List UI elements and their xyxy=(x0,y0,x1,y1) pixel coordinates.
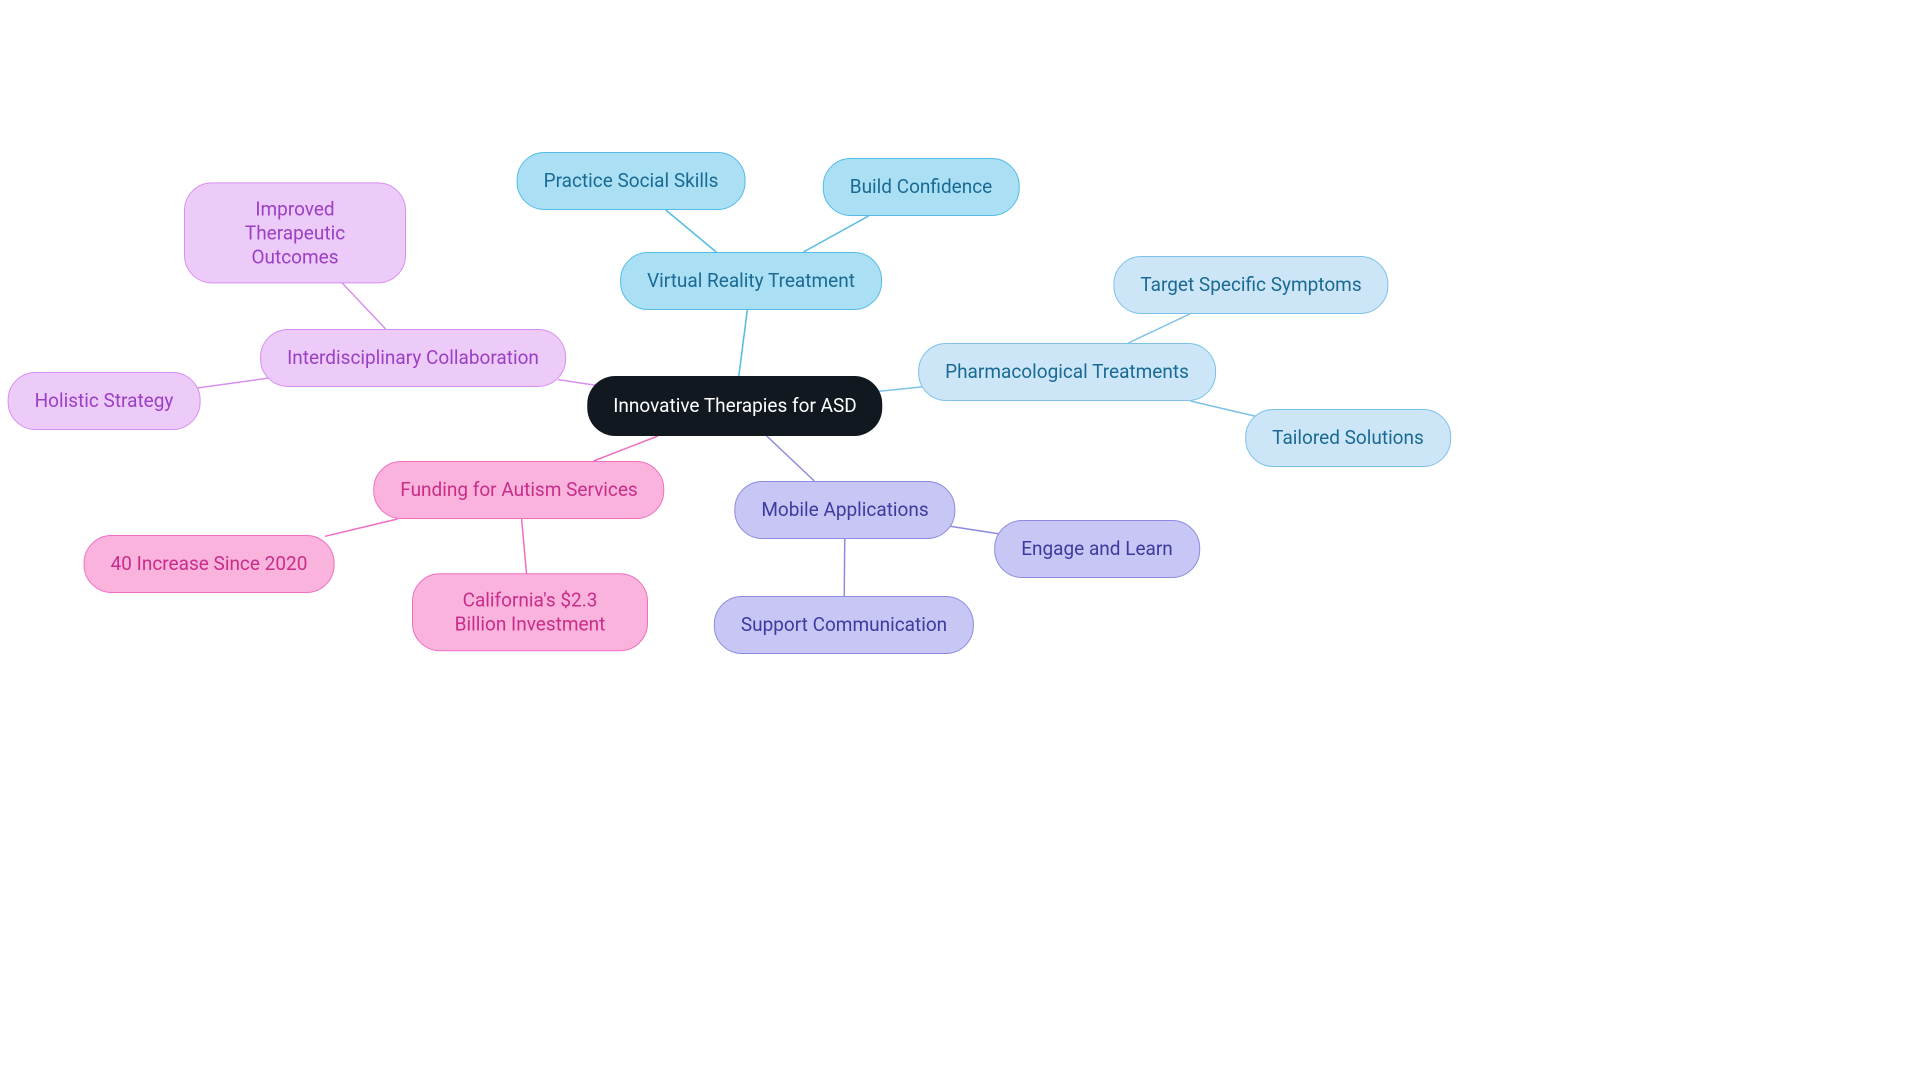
node-mobile-engage: Engage and Learn xyxy=(994,520,1200,578)
node-funding-california: California's $2.3 Billion Investment xyxy=(412,573,648,651)
node-root: Innovative Therapies for ASD xyxy=(587,376,882,436)
node-label: 40 Increase Since 2020 xyxy=(111,552,308,576)
node-interdisciplinary: Interdisciplinary Collaboration xyxy=(260,329,566,387)
node-label: Holistic Strategy xyxy=(35,389,174,413)
mindmap-canvas: Innovative Therapies for ASD Virtual Rea… xyxy=(0,0,1920,1083)
node-label: Virtual Reality Treatment xyxy=(647,269,855,293)
node-pharma-target: Target Specific Symptoms xyxy=(1113,256,1388,314)
node-funding-40: 40 Increase Since 2020 xyxy=(84,535,335,593)
node-label: Improved Therapeutic Outcomes xyxy=(211,197,379,268)
node-label: California's $2.3 Billion Investment xyxy=(439,588,621,636)
node-label: Pharmacological Treatments xyxy=(945,360,1189,384)
node-mobile-communication: Support Communication xyxy=(714,596,974,654)
node-pharma-tailored: Tailored Solutions xyxy=(1245,409,1451,467)
node-label: Funding for Autism Services xyxy=(400,478,637,502)
node-vr-confidence: Build Confidence xyxy=(823,158,1020,216)
node-label: Support Communication xyxy=(741,613,947,637)
node-label: Engage and Learn xyxy=(1021,537,1173,561)
node-mobile: Mobile Applications xyxy=(734,481,955,539)
node-pharma: Pharmacological Treatments xyxy=(918,343,1216,401)
node-label: Tailored Solutions xyxy=(1272,426,1424,450)
node-funding: Funding for Autism Services xyxy=(373,461,664,519)
node-label: Mobile Applications xyxy=(761,498,928,522)
node-label: Target Specific Symptoms xyxy=(1140,273,1361,297)
node-label: Build Confidence xyxy=(850,175,993,199)
node-label: Innovative Therapies for ASD xyxy=(613,394,856,418)
node-vr: Virtual Reality Treatment xyxy=(620,252,882,310)
node-vr-skills: Practice Social Skills xyxy=(517,152,746,210)
node-label: Interdisciplinary Collaboration xyxy=(287,346,539,370)
node-inter-holistic: Holistic Strategy xyxy=(8,372,201,430)
node-inter-outcomes: Improved Therapeutic Outcomes xyxy=(184,182,406,283)
node-label: Practice Social Skills xyxy=(544,169,719,193)
